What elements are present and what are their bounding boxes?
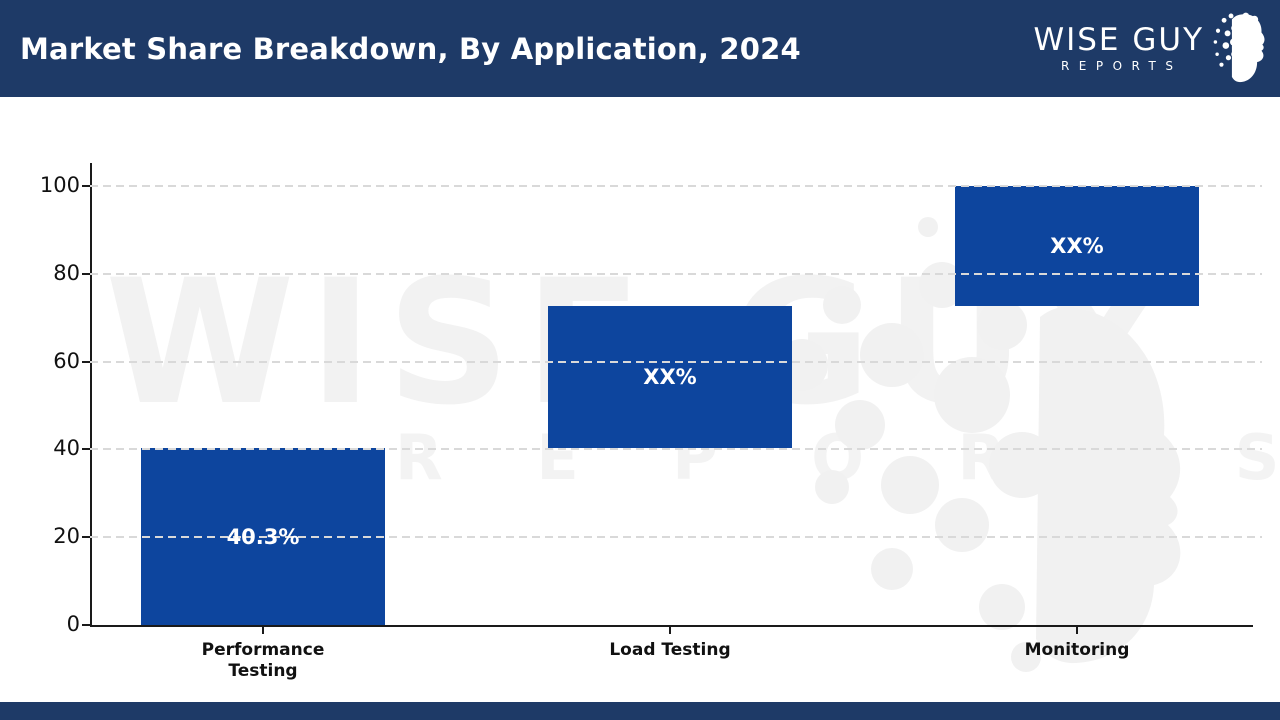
- chart-area: WISE GUY R E P O R T S 0 20 40 60 80 100 40.3…: [0, 97, 1280, 702]
- gridline: [90, 448, 1262, 451]
- y-tick-mark: [82, 448, 90, 451]
- logo-wordmark: WISE GUY: [1033, 22, 1204, 58]
- x-tick-mark: [669, 625, 671, 634]
- x-category-label: Monitoring: [1024, 640, 1130, 660]
- logo-text: WISE GUY REPORTS: [1033, 22, 1204, 73]
- x-tick-mark: [1076, 625, 1078, 634]
- bar-value-label: 40.3%: [226, 524, 300, 549]
- y-tick-mark: [82, 185, 90, 187]
- gridline: [90, 536, 1262, 539]
- gridline: [90, 185, 1262, 187]
- head-dots-icon: [1213, 12, 1265, 82]
- bar-value-label: XX%: [643, 364, 697, 389]
- y-tick-label: 100: [39, 173, 80, 197]
- y-tick-mark: [82, 624, 90, 626]
- bar: [955, 186, 1199, 306]
- page-title: Market Share Breakdown, By Application, …: [20, 31, 801, 66]
- x-tick-mark: [262, 625, 264, 634]
- bar: [548, 305, 792, 449]
- wise-guy-reports-logo: WISE GUY REPORTS: [1033, 9, 1280, 89]
- watermark-head-dots-icon: [776, 210, 1181, 672]
- y-tick-mark: [82, 536, 90, 539]
- logo-subtitle: REPORTS: [1060, 59, 1183, 73]
- y-tick-mark: [82, 272, 90, 275]
- x-category-label: Performance Testing: [201, 640, 325, 682]
- y-axis: [90, 163, 92, 627]
- y-tick-label: 0: [66, 612, 80, 636]
- y-tick-label: 20: [53, 524, 80, 549]
- y-tick-label: 60: [53, 348, 80, 373]
- y-tick-label: 80: [53, 260, 80, 285]
- x-category-label: Load Testing: [609, 640, 731, 660]
- gridline: [90, 272, 1262, 275]
- footer-bar: [0, 702, 1280, 720]
- header-bar: Market Share Breakdown, By Application, …: [0, 0, 1280, 97]
- x-axis: [90, 625, 1253, 627]
- bar-value-label: XX%: [1050, 233, 1104, 258]
- gridline: [90, 360, 1262, 363]
- y-tick-label: 40: [53, 436, 80, 461]
- y-tick-mark: [82, 360, 90, 363]
